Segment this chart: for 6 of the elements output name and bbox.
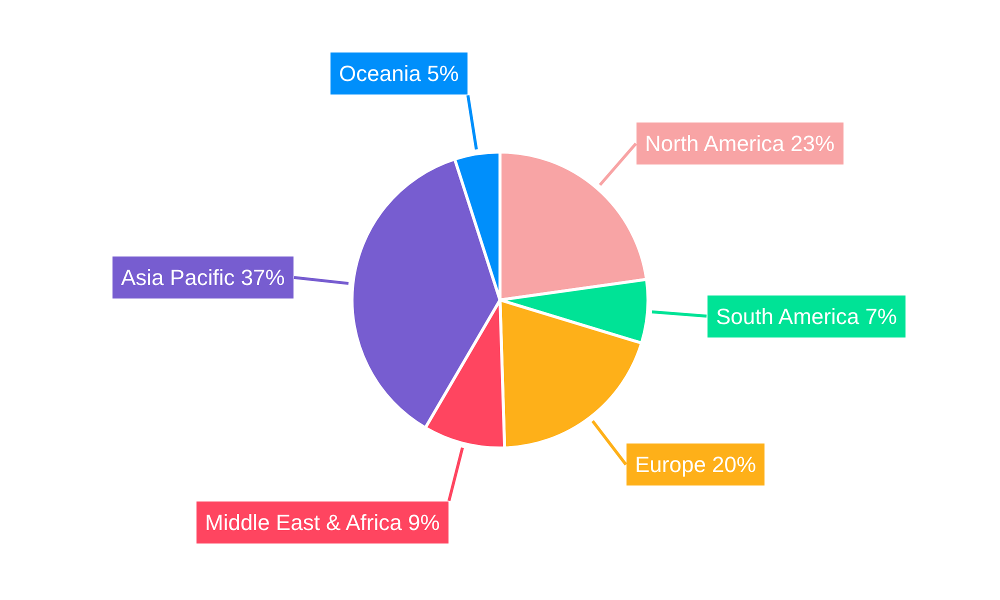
slice-label: South America 7% bbox=[716, 304, 897, 329]
slice-label: Middle East & Africa 9% bbox=[205, 510, 440, 535]
slice-label: Asia Pacific 37% bbox=[121, 265, 285, 290]
slice-label: Europe 20% bbox=[635, 452, 756, 477]
slice-label: Oceania 5% bbox=[339, 61, 459, 86]
slice-label: North America 23% bbox=[645, 131, 835, 156]
